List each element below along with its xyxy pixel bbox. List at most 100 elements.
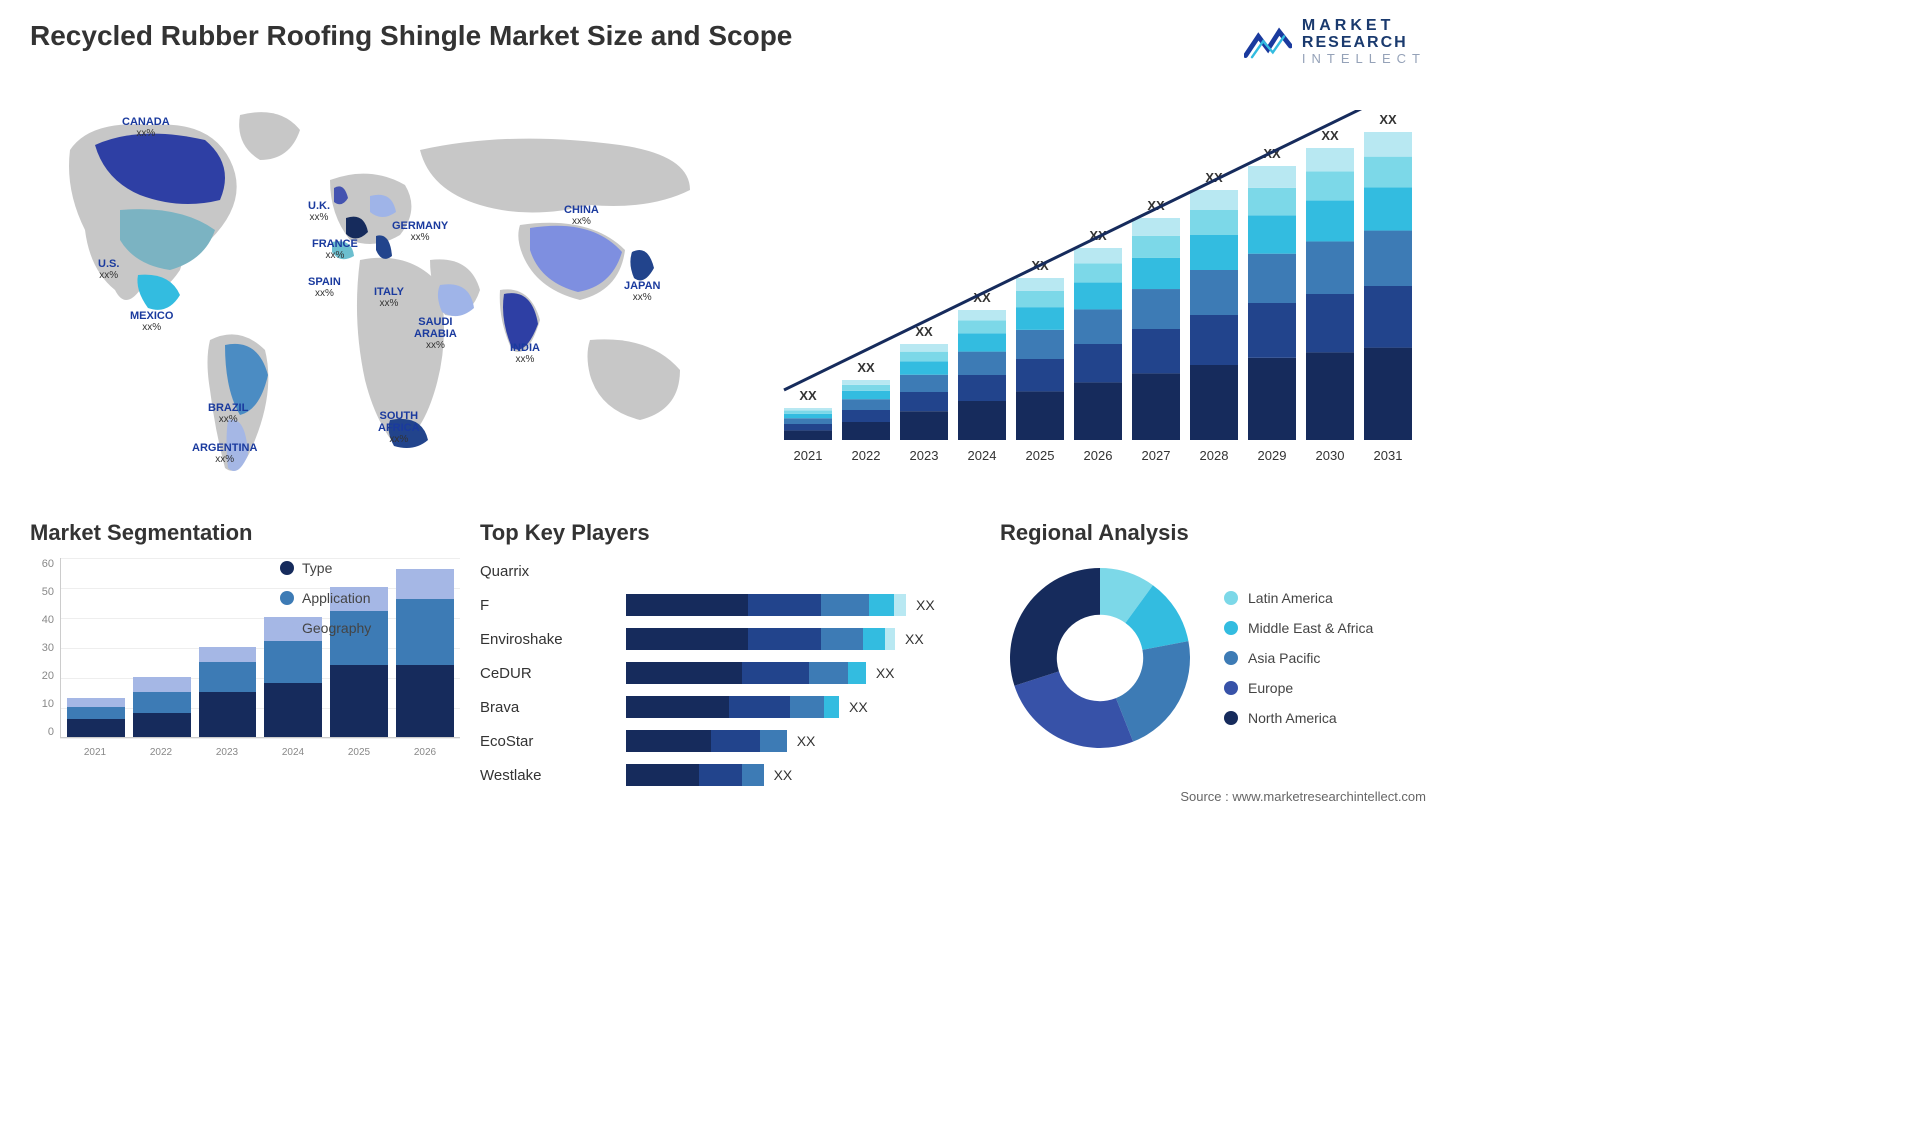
segmentation-legend-item: Type — [280, 560, 371, 576]
map-label-u-k-: U.K.xx% — [308, 200, 330, 223]
key-players-title: Top Key Players — [480, 520, 970, 546]
growth-bar-value: XX — [1321, 128, 1339, 143]
key-player-segment — [790, 696, 824, 718]
growth-bar-segment — [958, 333, 1006, 351]
logo-text-2: RESEARCH — [1302, 35, 1426, 52]
growth-bar-segment — [1248, 188, 1296, 215]
key-player-segment — [748, 628, 821, 650]
legend-swatch — [1224, 621, 1238, 635]
growth-bar-value: XX — [857, 360, 875, 375]
key-player-row: XX — [626, 694, 970, 720]
growth-bar-segment — [1016, 278, 1064, 291]
segmentation-xlabel: 2024 — [264, 747, 322, 758]
growth-bar-segment — [1364, 157, 1412, 188]
growth-chart: XX2021XX2022XX2023XX2024XX2025XX2026XX20… — [766, 110, 1426, 480]
key-player-bar — [626, 696, 839, 718]
growth-bar-segment — [1306, 148, 1354, 171]
segmentation-legend-item: Application — [280, 590, 371, 606]
segmentation-xlabel: 2023 — [198, 747, 256, 758]
key-player-name: Westlake — [480, 762, 541, 788]
growth-bar-year: 2029 — [1258, 448, 1287, 463]
growth-bar-segment — [784, 408, 832, 411]
growth-bar-segment — [1132, 218, 1180, 236]
key-player-segment — [848, 662, 866, 684]
growth-bar-segment — [1306, 241, 1354, 294]
key-player-segment — [760, 730, 787, 752]
map-label-south-africa: SOUTHAFRICAxx% — [378, 410, 420, 445]
growth-bar-segment — [784, 418, 832, 424]
segmentation-bar — [133, 677, 191, 737]
key-player-bar — [626, 628, 895, 650]
growth-bar-segment — [1074, 248, 1122, 263]
legend-label: Application — [302, 590, 371, 606]
legend-swatch — [280, 621, 294, 635]
key-player-name: Quarrix — [480, 558, 529, 584]
key-player-segment — [626, 730, 711, 752]
logo-text-3: INTELLECT — [1302, 52, 1426, 66]
segmentation-chart: 6050403020100 202120222023202420252026 — [30, 558, 460, 778]
key-player-segment — [742, 662, 809, 684]
growth-bar-segment — [1248, 254, 1296, 303]
growth-bar-segment — [958, 352, 1006, 375]
legend-label: Geography — [302, 620, 371, 636]
key-player-value: XX — [916, 597, 935, 613]
map-country-japan — [630, 250, 654, 280]
regional-legend-item: Asia Pacific — [1224, 650, 1373, 666]
growth-bar-segment — [1074, 283, 1122, 310]
growth-bar-segment — [1016, 307, 1064, 330]
growth-bar-segment — [1016, 330, 1064, 359]
key-player-row: XX — [626, 592, 970, 618]
growth-bar-segment — [1190, 235, 1238, 270]
growth-bar-segment — [1364, 286, 1412, 348]
logo-text-1: MARKET — [1302, 18, 1426, 35]
growth-bar-segment — [958, 320, 1006, 333]
growth-bar-value: XX — [799, 388, 817, 403]
growth-bar-segment — [958, 310, 1006, 320]
key-player-row: XX — [626, 660, 970, 686]
growth-bar-segment — [1364, 231, 1412, 286]
map-label-japan: JAPANxx% — [624, 280, 660, 303]
key-player-row: XX — [626, 762, 970, 788]
growth-bar-segment — [900, 411, 948, 440]
growth-bar-segment — [1074, 263, 1122, 282]
legend-swatch — [1224, 711, 1238, 725]
growth-bar-year: 2024 — [968, 448, 997, 463]
growth-bar-segment — [842, 399, 890, 410]
growth-bar-year: 2026 — [1084, 448, 1113, 463]
growth-bar-segment — [1016, 359, 1064, 391]
growth-bar-segment — [784, 411, 832, 414]
segmentation-segment-application — [264, 641, 322, 683]
growth-bar-segment — [900, 375, 948, 392]
segmentation-segment-type — [199, 692, 257, 737]
growth-bar-segment — [1248, 215, 1296, 253]
segmentation-ytick: 30 — [42, 642, 54, 654]
key-player-value: XX — [876, 665, 895, 681]
regional-legend-item: North America — [1224, 710, 1373, 726]
growth-bar-segment — [784, 430, 832, 440]
growth-bar-segment — [1306, 352, 1354, 440]
segmentation-segment-type — [396, 665, 454, 737]
key-player-segment — [626, 696, 729, 718]
growth-bar-year: 2030 — [1316, 448, 1345, 463]
segmentation-segment-type — [330, 665, 388, 737]
map-label-france: FRANCExx% — [312, 238, 358, 261]
legend-swatch — [1224, 681, 1238, 695]
key-player-segment — [626, 662, 742, 684]
growth-bar-segment — [1364, 132, 1412, 157]
regional-legend-item: Middle East & Africa — [1224, 620, 1373, 636]
growth-bar-segment — [958, 401, 1006, 440]
key-player-segment — [729, 696, 790, 718]
donut-slice — [1010, 568, 1100, 686]
segmentation-bar — [67, 698, 125, 737]
regional-legend-item: Europe — [1224, 680, 1373, 696]
segmentation-xlabel: 2025 — [330, 747, 388, 758]
map-label-india: INDIAxx% — [510, 342, 540, 365]
brand-logo: MARKET RESEARCH INTELLECT — [1244, 18, 1426, 65]
key-player-segment — [742, 764, 764, 786]
key-player-segment — [809, 662, 848, 684]
key-player-segment — [699, 764, 742, 786]
growth-bar-segment — [1190, 315, 1238, 365]
growth-bar-year: 2031 — [1374, 448, 1403, 463]
growth-bar-segment — [958, 375, 1006, 401]
segmentation-legend: Type Application Geography — [280, 560, 371, 636]
